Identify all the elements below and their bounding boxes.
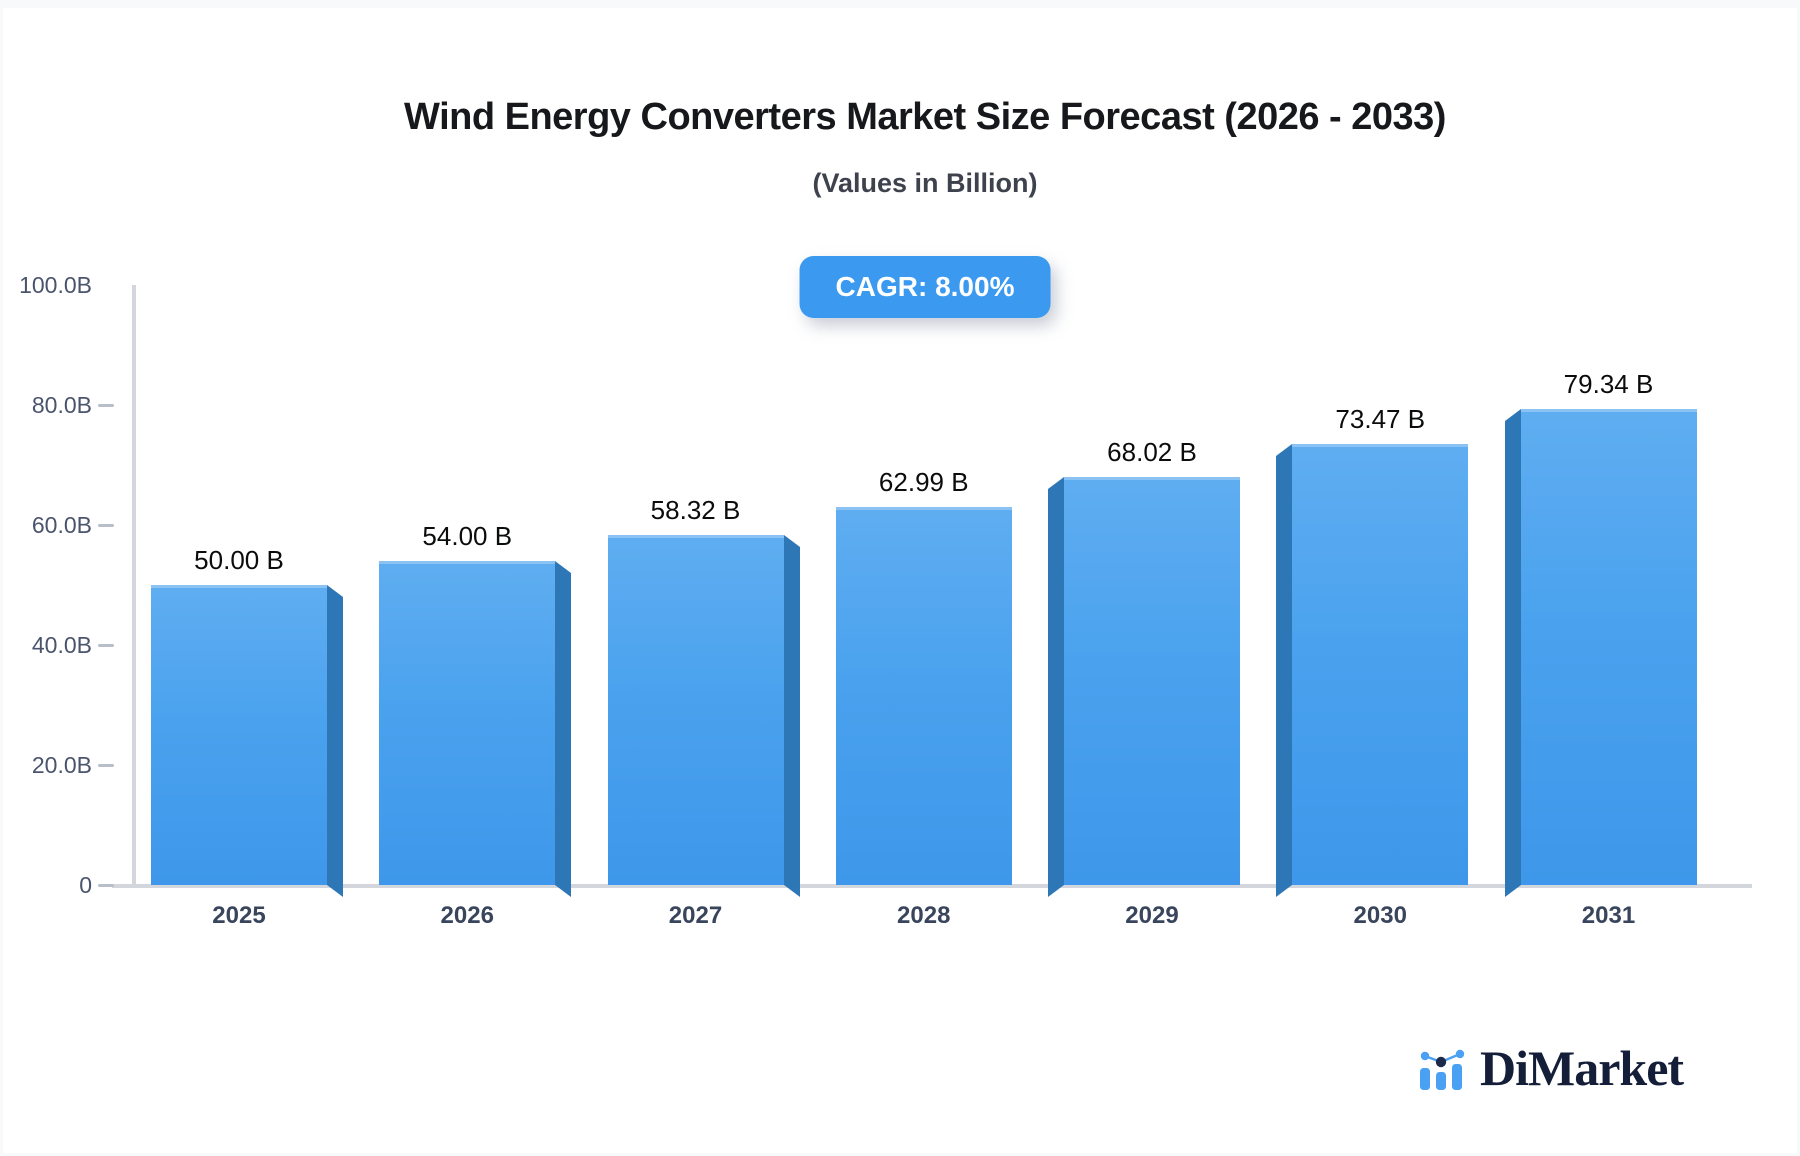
bar-value-label: 79.34 B: [1563, 369, 1654, 399]
bar-side-face: [1048, 477, 1064, 898]
y-axis-label: 60.0B: [31, 512, 92, 538]
bar-side-face: [555, 561, 572, 898]
bar-value-label: 50.00 B: [194, 545, 284, 575]
bar-2031: [1520, 409, 1697, 885]
bar-value-label: 73.47 B: [1335, 404, 1426, 434]
y-axis-tick: [98, 644, 114, 647]
bar-side-face: [1504, 409, 1521, 898]
bar-2029: [1064, 477, 1240, 885]
x-axis-label: 2030: [1353, 902, 1407, 929]
y-axis-label: 20.0B: [31, 752, 92, 778]
y-axis-tick: [98, 524, 114, 527]
bar-2028: [835, 507, 1012, 885]
y-axis-label: 100.0B: [19, 272, 92, 298]
bar-2025: [151, 585, 327, 885]
bar-side-face: [1276, 444, 1293, 898]
bar-side-face: [783, 535, 800, 898]
x-axis-label: 2025: [212, 902, 266, 929]
x-axis-label: 2026: [440, 902, 494, 929]
bar-value-label: 62.99 B: [878, 467, 969, 497]
x-axis-label: 2031: [1581, 902, 1636, 929]
bar-value-label: 58.32 B: [650, 495, 741, 525]
y-axis-label: 40.0B: [31, 632, 92, 658]
bar-value-label: 54.00 B: [422, 521, 513, 551]
brand-logo: DiMarket: [1420, 1040, 1684, 1096]
bar-side-face: [327, 585, 343, 898]
page-subtitle: (Values in Billion): [812, 168, 1038, 198]
bar-2027: [607, 535, 784, 885]
bar-2026: [379, 561, 556, 885]
y-axis-line: [132, 285, 136, 888]
brand-chart-icon: [1420, 1049, 1465, 1090]
x-axis-line: [112, 884, 1752, 888]
y-axis-tick: [98, 884, 114, 887]
y-axis-tick: [98, 764, 114, 767]
x-axis-label: 2027: [668, 902, 723, 929]
cagr-badge: CAGR: 8.00%: [799, 256, 1051, 318]
bar-value-label: 68.02 B: [1107, 437, 1197, 467]
x-axis-label: 2028: [897, 902, 951, 929]
y-axis-label: 0: [79, 872, 92, 898]
y-axis-tick: [98, 404, 114, 407]
y-axis-label: 80.0B: [31, 392, 92, 418]
brand-name: DiMarket: [1480, 1040, 1684, 1096]
page-title: Wind Energy Converters Market Size Forec…: [404, 96, 1446, 138]
bar-2030: [1292, 444, 1469, 885]
x-axis-label: 2029: [1125, 902, 1179, 929]
